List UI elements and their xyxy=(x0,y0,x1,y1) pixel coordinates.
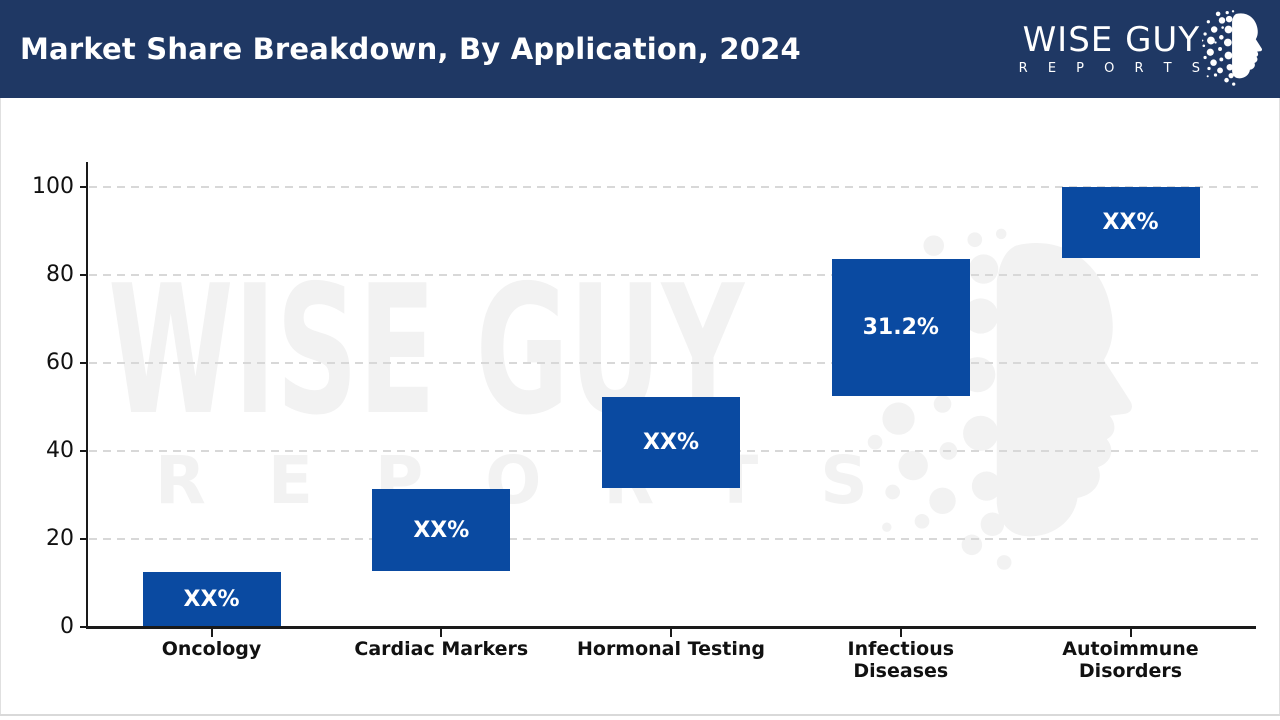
bar-value-label: XX% xyxy=(183,586,240,612)
x-tick xyxy=(670,629,672,637)
bar-value-label: XX% xyxy=(1102,209,1159,235)
x-tick xyxy=(899,629,902,637)
y-axis-line xyxy=(86,162,88,629)
category-label: Cardiac Markers xyxy=(354,638,529,660)
category-label: Hormonal Testing xyxy=(576,638,765,660)
y-tick-label: 60 xyxy=(46,349,74,375)
bar-cardiac-markers: XX% xyxy=(372,489,511,572)
bar-autoimmune-disorders: XX% xyxy=(1061,186,1200,259)
brand-name: WISE GUY xyxy=(1022,19,1201,60)
brand-logo: WISE GUY R E P O R T S xyxy=(1015,6,1268,92)
gridline-60 xyxy=(89,361,1258,364)
category-label: Oncology xyxy=(161,638,262,660)
y-tick-80 xyxy=(80,273,87,276)
x-axis-line xyxy=(86,626,1256,629)
bottom-divider xyxy=(0,714,1280,716)
bar-infectious-diseases: 31.2% xyxy=(831,258,970,396)
y-tick-label: 40 xyxy=(46,437,74,463)
y-tick-20 xyxy=(80,537,87,540)
chart-title: Market Share Breakdown, By Application, … xyxy=(20,32,801,66)
category-label: Infectious Diseases xyxy=(847,638,955,682)
y-tick-label: 80 xyxy=(46,261,74,287)
y-tick-60 xyxy=(80,361,87,364)
bar-oncology: XX% xyxy=(142,571,281,627)
y-tick-label: 20 xyxy=(46,525,74,551)
category-label: Autoimmune Disorders xyxy=(1062,638,1199,682)
x-tick xyxy=(210,629,213,637)
gridline-100 xyxy=(89,185,1258,188)
bar-hormonal-testing: XX% xyxy=(602,396,740,488)
y-tick-label: 100 xyxy=(32,173,74,199)
gridline-20 xyxy=(89,537,1258,540)
y-tick-100 xyxy=(80,185,87,188)
x-tick xyxy=(1129,629,1132,637)
wiseguy-face-icon xyxy=(1202,10,1263,86)
y-tick-0 xyxy=(80,625,87,628)
bar-value-label: 31.2% xyxy=(862,314,939,340)
header-bar: Market Share Breakdown, By Application, … xyxy=(0,0,1280,98)
bar-value-label: XX% xyxy=(643,429,699,455)
brand-subtitle: R E P O R T S xyxy=(1018,60,1208,76)
y-tick-label: 0 xyxy=(60,613,74,639)
x-tick xyxy=(440,629,443,637)
gridline-80 xyxy=(89,273,1258,276)
y-tick-40 xyxy=(80,449,87,452)
brand-logo-text: WISE GUY R E P O R T S xyxy=(1015,23,1208,76)
bar-value-label: XX% xyxy=(413,517,470,543)
